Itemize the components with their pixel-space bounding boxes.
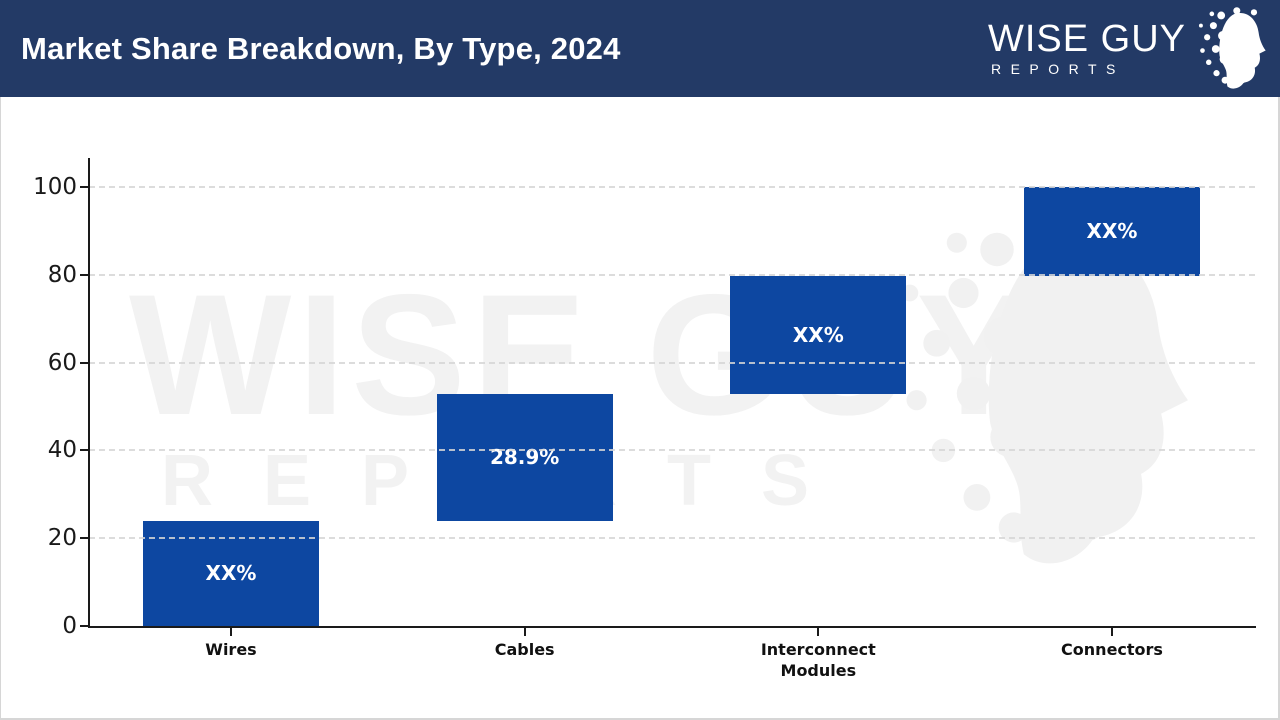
waterfall-chart: WISE GUY REPORTS 020406080100XX%Wires28.… [1,97,1280,720]
x-tick-mark [523,628,526,636]
gridline [89,449,1255,452]
bar-value-label: XX% [1086,219,1138,244]
logo-wordmark: WISE GUY [987,18,1186,60]
bar-value-label: XX% [792,322,844,347]
x-category-label: Wires [205,640,257,659]
logo-text: WISE GUY REPORTS [988,20,1186,77]
bar: XX% [730,275,907,394]
y-tick-mark [80,449,88,452]
y-tick-mark [80,361,88,364]
x-tick-mark [230,628,232,636]
y-tick-label: 0 [62,613,77,639]
x-axis-line [88,626,1256,628]
y-tick-mark [80,273,88,276]
gridline [89,361,1255,364]
x-category-label: Connectors [1061,640,1163,659]
y-axis-line [88,158,90,628]
y-tick-label: 40 [47,437,77,464]
logo-subtitle: REPORTS [990,61,1125,77]
x-category-label: Interconnect Modules [760,640,876,680]
y-tick-label: 80 [47,261,77,288]
x-tick-mark [1111,628,1113,636]
x-tick-mark [817,628,820,636]
y-tick-mark [80,537,88,540]
gridline [89,273,1255,276]
y-tick-label: 100 [33,174,77,200]
y-tick-mark [80,625,88,627]
header-bar: Market Share Breakdown, By Type, 2024 WI… [0,0,1280,97]
bar-value-label: XX% [205,561,257,586]
gridline [89,537,1255,540]
page-title: Market Share Breakdown, By Type, 2024 [21,30,621,66]
y-tick-mark [80,186,88,188]
head-silhouette-icon [1198,6,1266,89]
y-tick-label: 20 [47,525,77,552]
bar: 28.9% [436,393,613,521]
wise-guy-reports-logo: WISE GUY REPORTS [988,6,1268,92]
x-category-label: Cables [494,640,555,659]
bar: XX% [1024,187,1200,276]
gridline [89,186,1255,188]
y-tick-label: 60 [47,349,77,376]
bar-value-label: 28.9% [489,445,560,470]
